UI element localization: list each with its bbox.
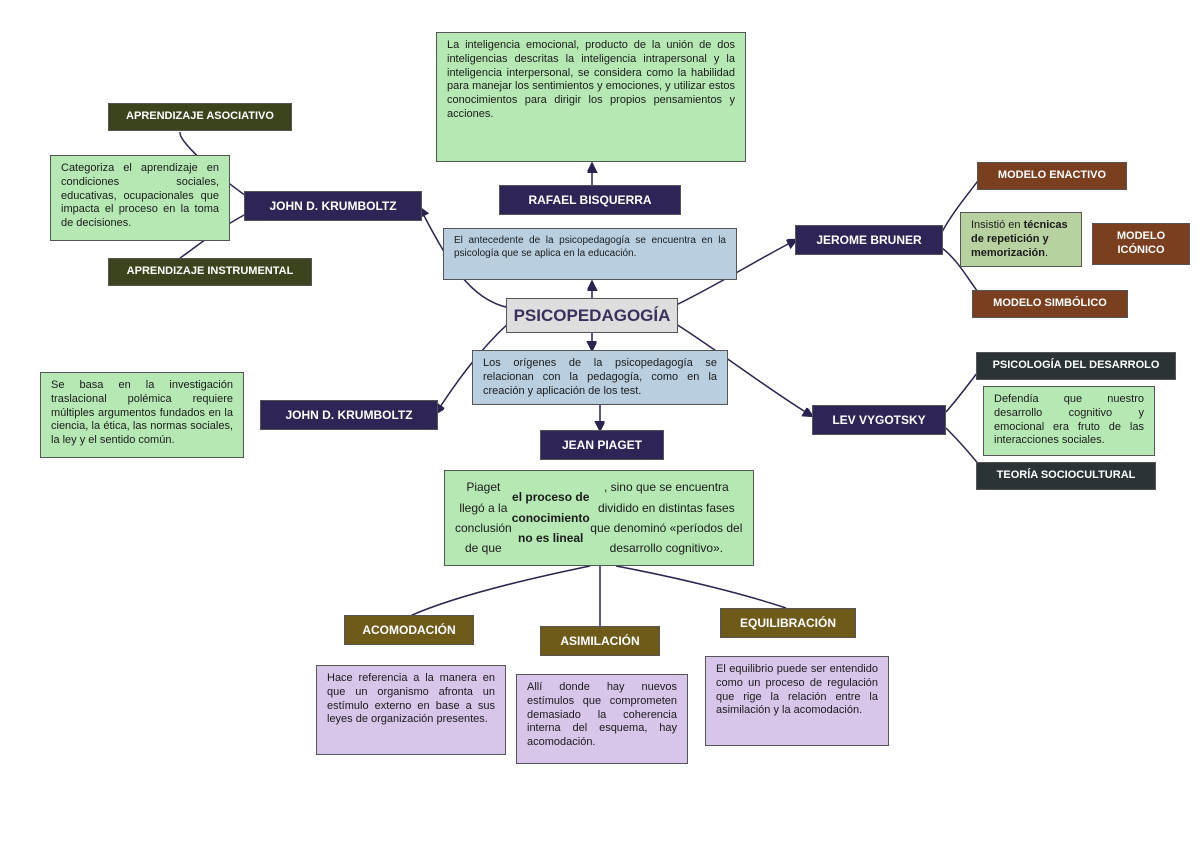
node-center: PSICOPEDAGOGÍA (506, 298, 678, 333)
node-mod_iconico: MODELO ICÓNICO (1092, 223, 1190, 265)
node-aprend_asoc: APRENDIZAJE ASOCIATIVO (108, 103, 292, 131)
node-mod_enactivo: MODELO ENACTIVO (977, 162, 1127, 190)
node-equi_desc: El equilibrio puede ser entendido como u… (705, 656, 889, 746)
node-asimilacion: ASIMILACIÓN (540, 626, 660, 656)
node-piaget_desc: Piaget llegó a la conclusión de que el p… (444, 470, 754, 566)
edge (946, 372, 978, 412)
node-psico_des: PSICOLOGÍA DEL DESARROLO (976, 352, 1176, 380)
edge (410, 566, 590, 616)
node-aprend_inst: APRENDIZAJE INSTRUMENTAL (108, 258, 312, 286)
node-asim_desc: Allí donde hay nuevos estímulos que comp… (516, 674, 688, 764)
node-bisquerra: RAFAEL BISQUERRA (499, 185, 681, 215)
node-blue_bottom: Los orígenes de la psicopedagogía se rel… (472, 350, 728, 405)
node-equilibracion: EQUILIBRACIÓN (720, 608, 856, 638)
node-bisquerra_desc: La inteligencia emocional, producto de l… (436, 32, 746, 162)
node-bruner: JEROME BRUNER (795, 225, 943, 255)
node-acomodacion: ACOMODACIÓN (344, 615, 474, 645)
node-krumboltz2: JOHN D. KRUMBOLTZ (260, 400, 438, 430)
node-vygotsky: LEV VYGOTSKY (812, 405, 946, 435)
edge (616, 566, 786, 608)
node-bruner_desc: Insistió en técnicas de repetición y mem… (960, 212, 1082, 267)
node-blue_top: El antecedente de la psicopedagogía se e… (443, 228, 737, 280)
node-mod_simbolico: MODELO SIMBÓLICO (972, 290, 1128, 318)
node-vyg_desc: Defendía que nuestro desarrollo cognitiv… (983, 386, 1155, 456)
edge (946, 428, 980, 466)
node-acom_desc: Hace referencia a la manera en que un or… (316, 665, 506, 755)
node-piaget: JEAN PIAGET (540, 430, 664, 460)
node-krum2_desc: Se basa en la investigación traslacional… (40, 372, 244, 458)
node-teoria_soc: TEORÍA SOCIOCULTURAL (976, 462, 1156, 490)
node-krum_desc: Categoriza el aprendizaje en condiciones… (50, 155, 230, 241)
node-krumboltz1: JOHN D. KRUMBOLTZ (244, 191, 422, 221)
